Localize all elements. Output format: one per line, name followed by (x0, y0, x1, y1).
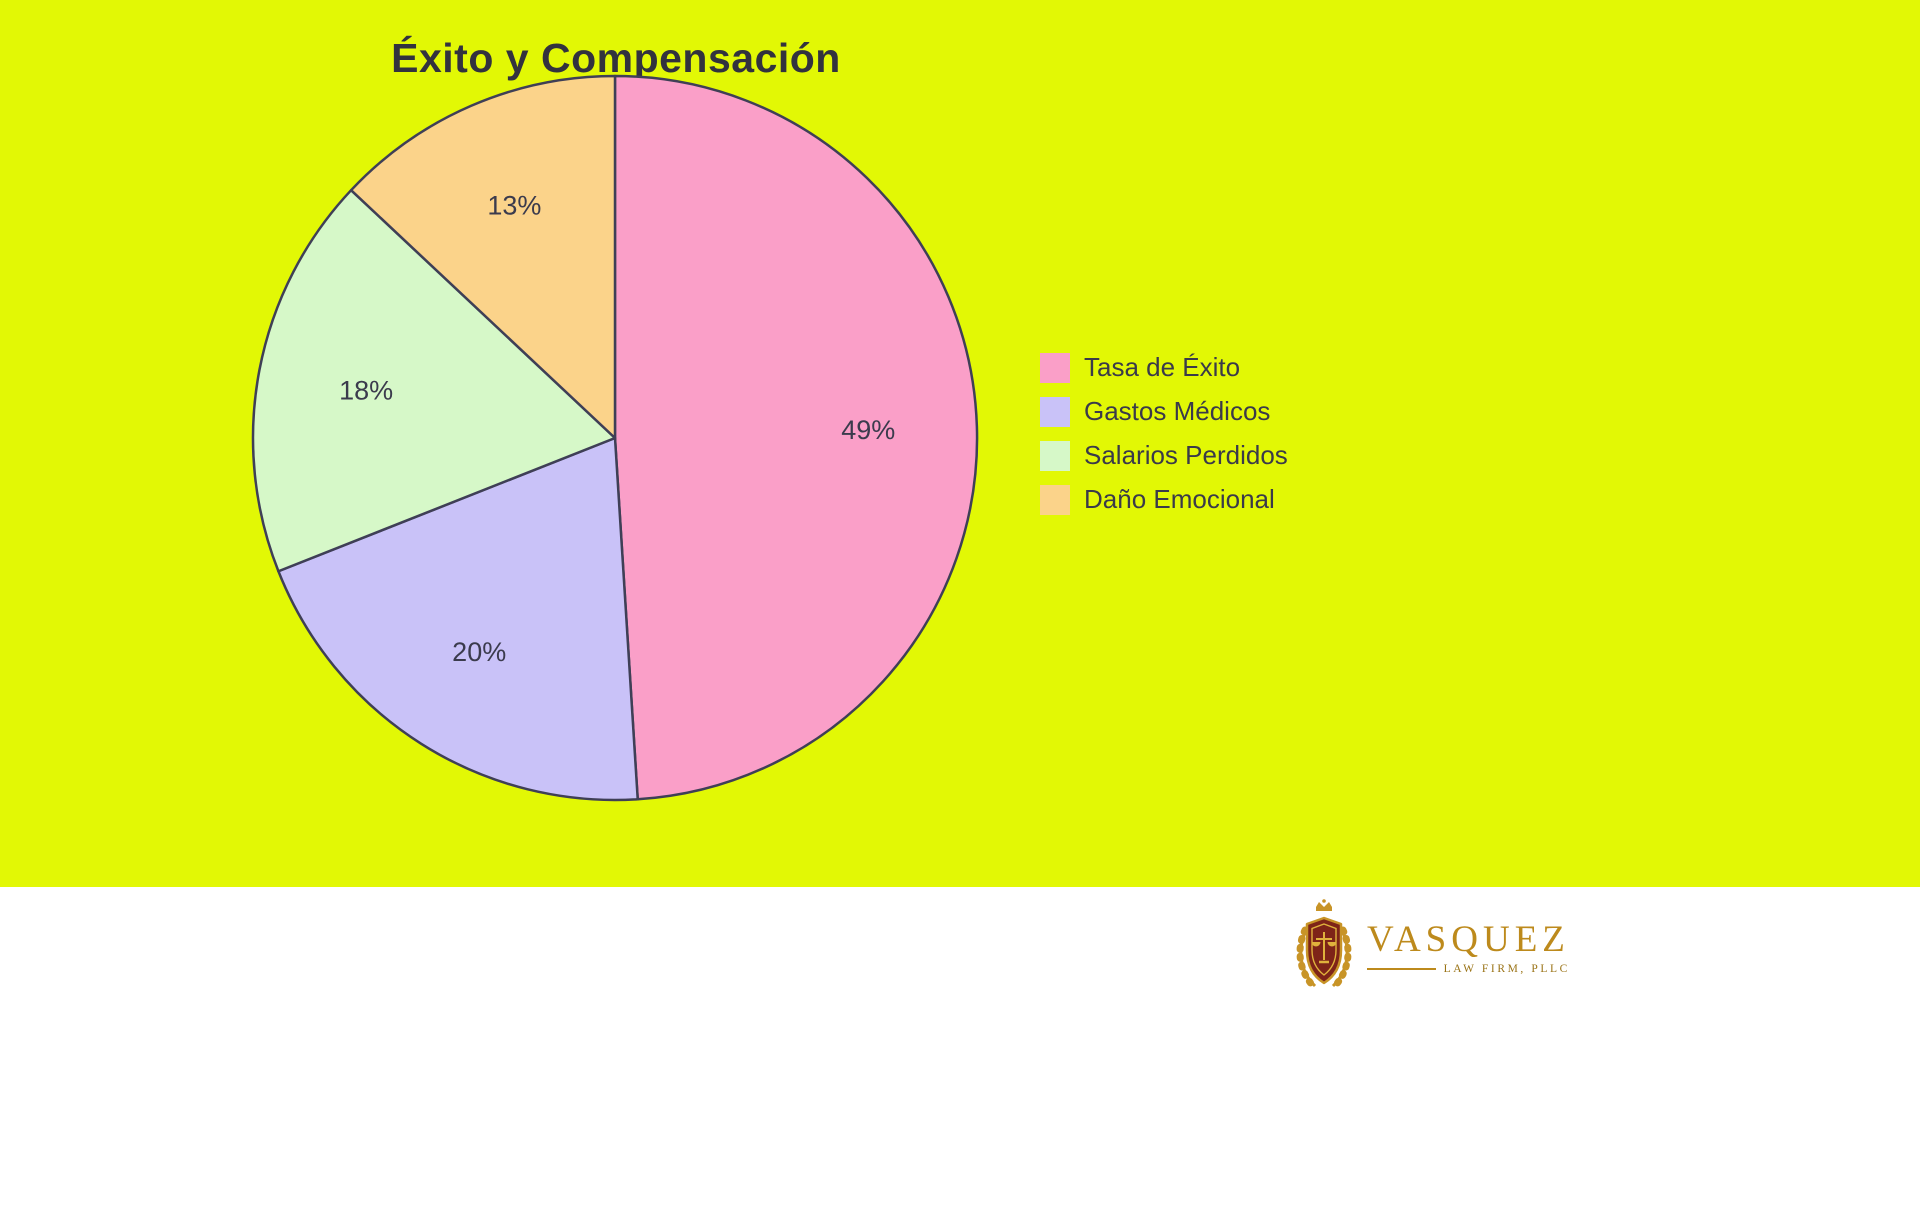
legend-label: Gastos Médicos (1084, 396, 1271, 426)
slice-value-label: 13% (487, 190, 541, 220)
pie-slice-2 (277, 436, 639, 802)
chart-title: Éxito y Compensación (391, 35, 841, 82)
legend-label: Salarios Perdidos (1084, 440, 1288, 470)
legend-item-1: Tasa de Éxito (1040, 352, 1288, 383)
pie-slice-4 (349, 74, 617, 440)
legend-item-2: Gastos Médicos (1040, 396, 1288, 427)
legend-swatch (1040, 484, 1070, 515)
brand-name: VASQUEZ (1367, 919, 1570, 961)
footer (0, 887, 1920, 1215)
legend-swatch (1040, 352, 1070, 383)
laurel-crest-icon (1296, 899, 1352, 992)
chart-legend: Tasa de Éxito Gastos Médicos Salarios Perd… (1040, 352, 1288, 515)
brand-rule (1367, 967, 1436, 970)
slice-value-label: 18% (339, 376, 393, 406)
legend-label: Daño Emocional (1084, 484, 1275, 514)
slice-value-label: 20% (452, 637, 506, 667)
vasquez-logo: VASQUEZ LAW FIRM, PLLC (1293, 898, 1570, 998)
pie-slice-1 (613, 74, 979, 801)
legend-label: Tasa de Éxito (1084, 352, 1241, 382)
legend-item-4: Daño Emocional (1040, 484, 1288, 515)
logo-text: VASQUEZ LAW FIRM, PLLC (1367, 919, 1570, 975)
legend-item-3: Salarios Perdidos (1040, 440, 1288, 471)
legend-swatch (1040, 396, 1070, 427)
brand-subtitle-row: LAW FIRM, PLLC (1367, 963, 1570, 975)
slice-value-label: 49% (841, 415, 895, 445)
pie-slice-3 (251, 188, 617, 573)
pie-chart: 49% 20% 18% 13% (251, 74, 979, 802)
legend-swatch (1040, 440, 1070, 471)
brand-subtitle: LAW FIRM, PLLC (1443, 962, 1570, 975)
